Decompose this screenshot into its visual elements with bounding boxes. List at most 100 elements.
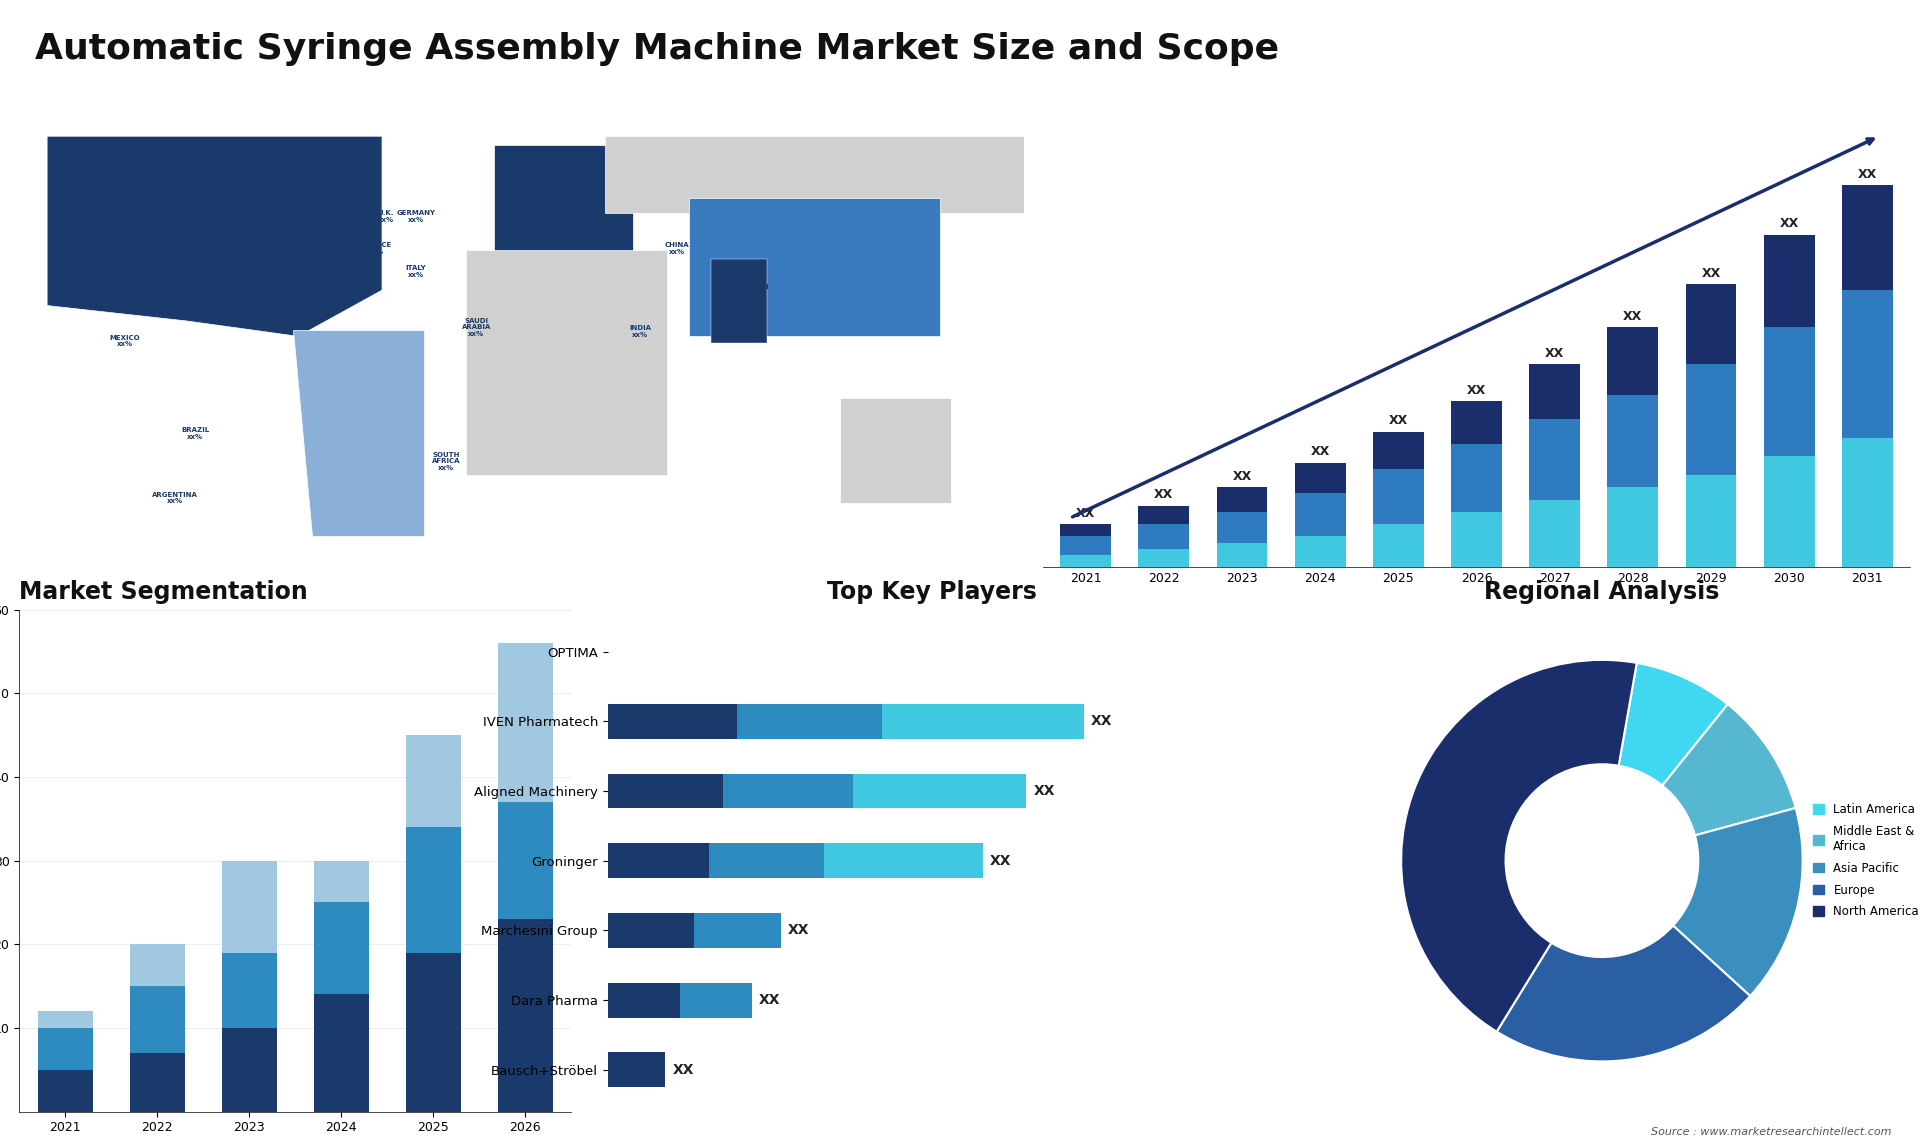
Bar <box>38 1070 92 1112</box>
Text: CANADA
xx%: CANADA xx% <box>119 210 152 222</box>
Bar <box>1452 445 1501 512</box>
Polygon shape <box>467 250 666 474</box>
Text: MEXICO
xx%: MEXICO xx% <box>109 335 140 347</box>
Text: U.K.
xx%: U.K. xx% <box>378 210 394 222</box>
Bar <box>1530 364 1580 419</box>
Bar <box>313 861 369 903</box>
Text: SPAIN
xx%: SPAIN xx% <box>346 270 369 283</box>
Text: XX: XX <box>787 924 810 937</box>
Bar <box>1530 419 1580 500</box>
Bar <box>1530 500 1580 567</box>
Bar <box>695 913 781 948</box>
Bar <box>497 919 553 1112</box>
Text: XX: XX <box>1033 784 1054 798</box>
Text: XX: XX <box>1780 218 1799 230</box>
Bar <box>405 736 461 827</box>
Polygon shape <box>710 259 768 343</box>
Bar <box>313 995 369 1112</box>
Bar <box>405 952 461 1112</box>
Bar <box>497 802 553 919</box>
Bar <box>1764 456 1814 567</box>
Bar <box>1294 536 1346 567</box>
Text: XX: XX <box>758 994 781 1007</box>
Bar <box>1764 235 1814 327</box>
Bar <box>1217 512 1267 543</box>
Bar <box>1294 463 1346 494</box>
Bar <box>1607 395 1659 487</box>
Bar <box>497 643 553 802</box>
Bar <box>1060 524 1112 536</box>
Bar <box>1060 536 1112 555</box>
Legend: Type, Application, Geography: Type, Application, Geography <box>762 895 868 965</box>
Text: XX: XX <box>1233 470 1252 482</box>
Polygon shape <box>689 198 941 337</box>
Polygon shape <box>48 136 382 337</box>
Bar <box>1607 327 1659 395</box>
Polygon shape <box>292 330 424 536</box>
Bar <box>1217 543 1267 567</box>
Text: SAUDI
ARABIA
xx%: SAUDI ARABIA xx% <box>461 317 492 337</box>
Bar <box>1686 364 1736 474</box>
Text: XX: XX <box>1859 168 1878 181</box>
Bar <box>607 1052 666 1088</box>
Bar <box>708 843 824 878</box>
Text: Automatic Syringe Assembly Machine Market Size and Scope: Automatic Syringe Assembly Machine Marke… <box>35 32 1279 66</box>
Text: JAPAN
xx%: JAPAN xx% <box>745 284 770 297</box>
Text: XX: XX <box>1311 446 1331 458</box>
Bar <box>221 861 276 952</box>
Text: XX: XX <box>1154 488 1173 502</box>
Bar <box>1139 524 1188 549</box>
Wedge shape <box>1498 926 1751 1061</box>
Text: Source : www.marketresearchintellect.com: Source : www.marketresearchintellect.com <box>1651 1127 1891 1137</box>
Text: XX: XX <box>991 854 1012 868</box>
Text: Market Segmentation: Market Segmentation <box>19 580 307 604</box>
Text: XX: XX <box>1546 347 1565 360</box>
Text: FRANCE
xx%: FRANCE xx% <box>361 242 392 254</box>
Legend: Latin America, Middle East &
Africa, Asia Pacific, Europe, North America: Latin America, Middle East & Africa, Asi… <box>1809 799 1920 923</box>
Bar <box>1841 438 1893 567</box>
Text: ITALY
xx%: ITALY xx% <box>405 266 426 278</box>
Bar <box>131 1053 184 1112</box>
Bar <box>38 1011 92 1028</box>
Bar <box>1686 474 1736 567</box>
Text: INDIA
xx%: INDIA xx% <box>630 325 651 338</box>
Bar <box>221 952 276 1028</box>
Text: CHINA
xx%: CHINA xx% <box>664 242 689 254</box>
Bar <box>1841 290 1893 438</box>
Polygon shape <box>493 146 634 259</box>
Bar <box>737 704 881 739</box>
Bar <box>405 827 461 952</box>
Bar <box>607 843 708 878</box>
Bar <box>680 982 753 1018</box>
Text: XX: XX <box>672 1062 693 1077</box>
Bar <box>1139 505 1188 524</box>
Text: XX: XX <box>1622 309 1642 323</box>
Bar <box>1139 549 1188 567</box>
Bar <box>1373 469 1425 524</box>
Bar <box>607 913 695 948</box>
Bar <box>607 774 724 808</box>
Text: SOUTH
AFRICA
xx%: SOUTH AFRICA xx% <box>432 452 461 471</box>
Bar <box>1373 432 1425 469</box>
Wedge shape <box>1663 704 1795 835</box>
Bar <box>1294 494 1346 536</box>
Bar <box>1686 284 1736 364</box>
Text: U.S.
xx%: U.S. xx% <box>86 275 102 288</box>
Polygon shape <box>605 136 1023 213</box>
Text: XX: XX <box>1701 267 1720 280</box>
Text: XX: XX <box>1388 415 1407 427</box>
Bar <box>852 774 1025 808</box>
Bar <box>1607 487 1659 567</box>
Bar <box>607 982 680 1018</box>
Wedge shape <box>1672 808 1803 996</box>
Text: GERMANY
xx%: GERMANY xx% <box>397 210 436 222</box>
Bar <box>1373 524 1425 567</box>
Wedge shape <box>1402 660 1636 1031</box>
Bar <box>881 704 1085 739</box>
Bar <box>131 944 184 986</box>
Text: ARGENTINA
xx%: ARGENTINA xx% <box>152 492 198 504</box>
Bar <box>724 774 852 808</box>
Bar <box>221 1028 276 1112</box>
Text: BRAZIL
xx%: BRAZIL xx% <box>180 427 209 440</box>
Bar <box>1764 327 1814 456</box>
